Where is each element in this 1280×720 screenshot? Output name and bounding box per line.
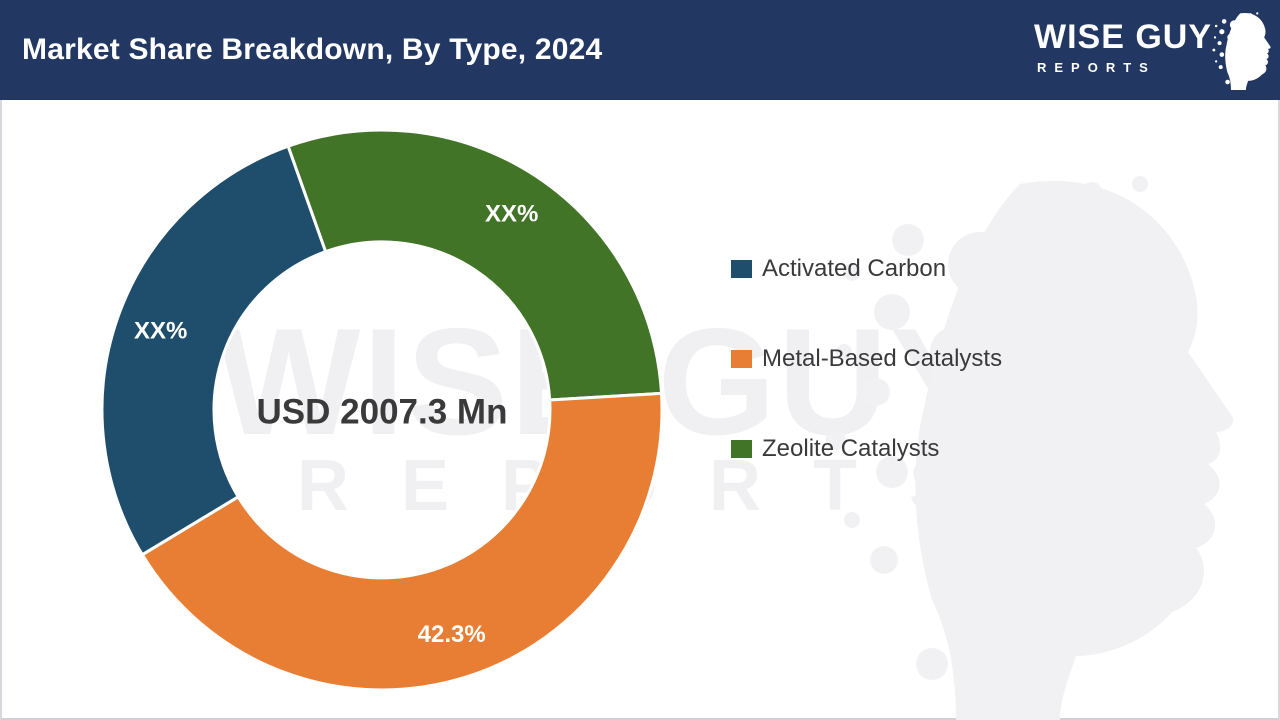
brand-wordmark: WISE GUY (1034, 18, 1213, 56)
legend-swatch-icon (731, 350, 752, 368)
page-title: Market Share Breakdown, By Type, 2024 (22, 33, 603, 66)
header-bar: Market Share Breakdown, By Type, 2024 WI… (0, 0, 1280, 100)
legend-item-zeolite-catalysts: Zeolite Catalysts (731, 435, 1002, 463)
slice-value-label: 42.3% (418, 621, 486, 648)
donut-slice-metal-based-catalysts (140, 391, 664, 692)
chart-canvas: WISE GUY REPORTS XX%42.3%XX%USD 2007.3 M… (0, 100, 1280, 720)
chart-legend: Activated Carbon Metal-Based Catalysts Z… (731, 255, 1002, 463)
slice-value-label: XX% (485, 201, 538, 228)
legend-label: Zeolite Catalysts (762, 435, 940, 462)
legend-swatch-icon (731, 440, 752, 458)
brand-subtitle: REPORTS (1037, 60, 1156, 75)
legend-item-metal-based-catalysts: Metal-Based Catalysts (731, 345, 1002, 373)
donut-center-value: USD 2007.3 Mn (257, 393, 508, 432)
legend-label: Activated Carbon (762, 255, 947, 282)
brand-logo: WISE GUY REPORTS (1022, 10, 1274, 90)
slice-value-label: XX% (134, 318, 187, 345)
legend-label: Metal-Based Catalysts (762, 345, 1003, 372)
donut-chart: XX% 42.3% XX% USD 2007.3 Mn (100, 128, 664, 692)
face-logo-icon (1212, 12, 1271, 90)
donut-slice-activated-carbon (100, 144, 328, 557)
legend-item-activated-carbon: Activated Carbon (731, 255, 1002, 283)
donut-slice-zeolite-catalysts (286, 128, 663, 402)
legend-swatch-icon (731, 260, 752, 278)
